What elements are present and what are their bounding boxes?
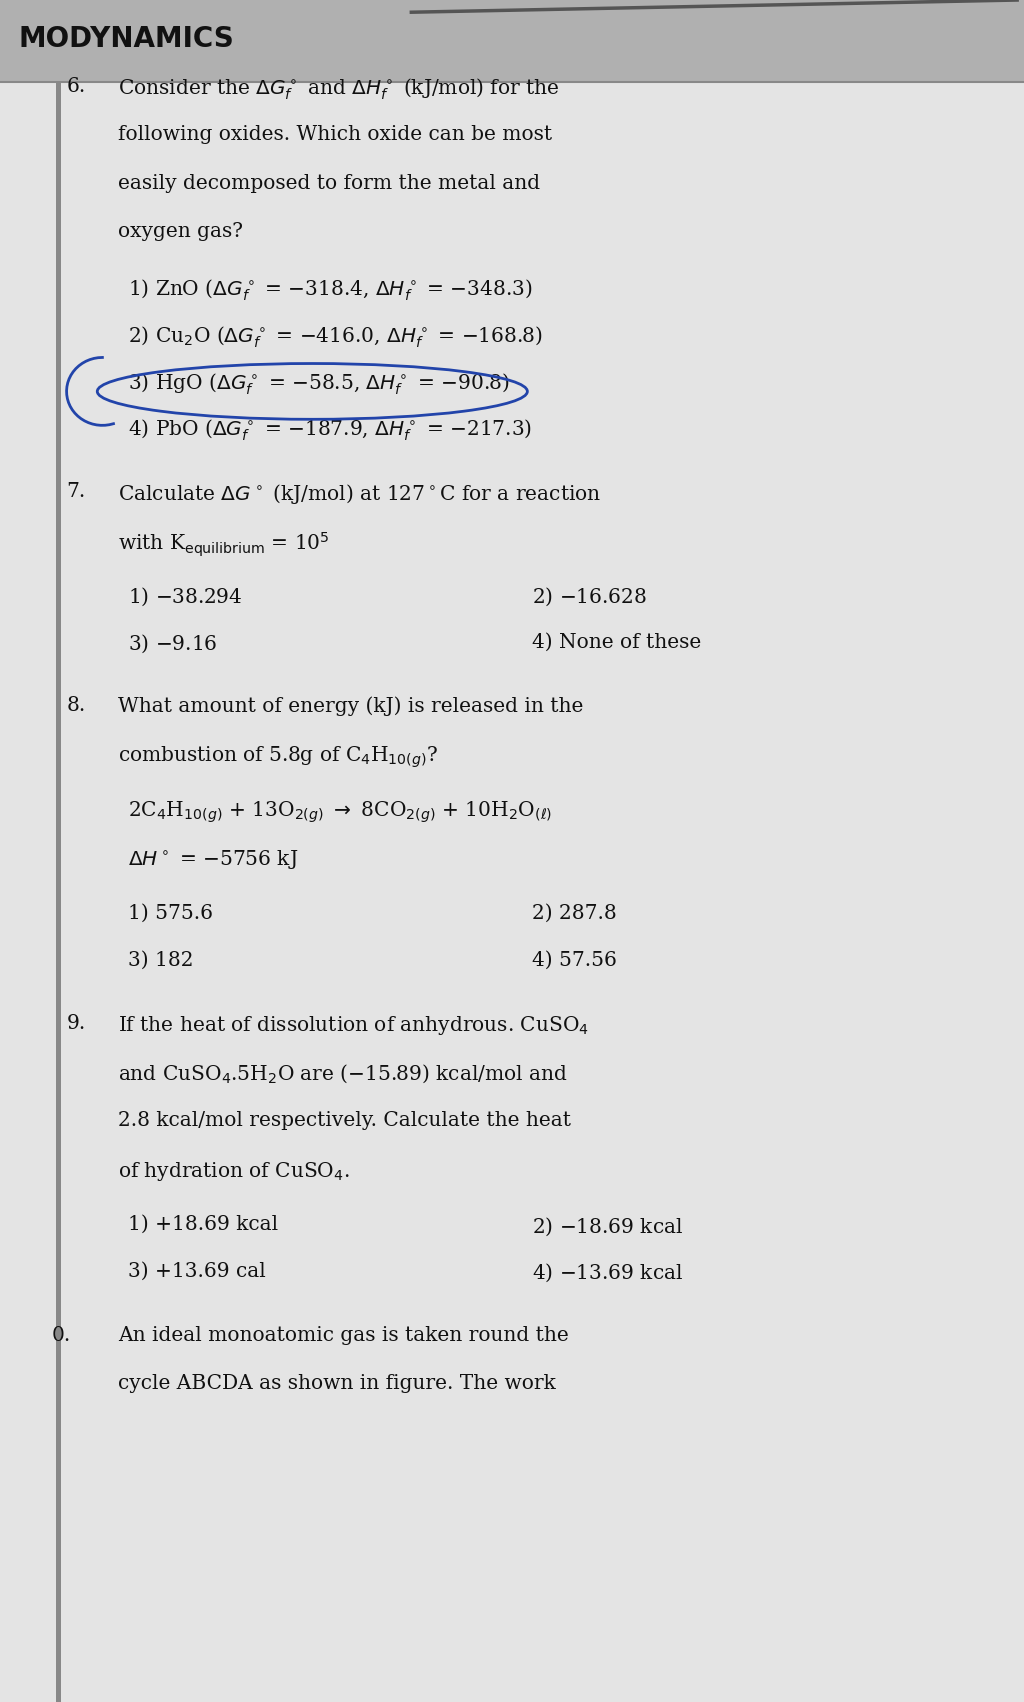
Text: 3) $-$9.16: 3) $-$9.16 <box>128 631 217 655</box>
Text: of hydration of CuSO$_4$.: of hydration of CuSO$_4$. <box>118 1159 349 1183</box>
Text: 4) 57.56: 4) 57.56 <box>532 950 617 970</box>
Text: 2) $-$16.628: 2) $-$16.628 <box>532 585 647 608</box>
Text: 1) $-$38.294: 1) $-$38.294 <box>128 585 242 608</box>
Text: 2.8 kcal/mol respectively. Calculate the heat: 2.8 kcal/mol respectively. Calculate the… <box>118 1111 570 1130</box>
Text: 2) 287.8: 2) 287.8 <box>532 904 617 922</box>
Text: 1) ZnO ($\Delta G_f^\circ$ = $-$318.4, $\Delta H_f^\circ$ = $-$348.3): 1) ZnO ($\Delta G_f^\circ$ = $-$318.4, $… <box>128 277 532 303</box>
FancyBboxPatch shape <box>0 0 1024 82</box>
Text: 0.: 0. <box>51 1326 71 1345</box>
Text: Consider the $\Delta G_f^\circ$ and $\Delta H_f^\circ$ (kJ/mol) for the: Consider the $\Delta G_f^\circ$ and $\De… <box>118 77 559 102</box>
Text: oxygen gas?: oxygen gas? <box>118 221 243 242</box>
Text: 4) PbO ($\Delta G_f^\circ$ = $-$187.9, $\Delta H_f^\circ$ = $-$217.3): 4) PbO ($\Delta G_f^\circ$ = $-$187.9, $… <box>128 417 532 443</box>
Text: with K$_{\mathrm{equilibrium}}$ = 10$^5$: with K$_{\mathrm{equilibrium}}$ = 10$^5$ <box>118 529 330 558</box>
Text: 9.: 9. <box>67 1014 86 1033</box>
Text: 8.: 8. <box>67 696 86 715</box>
Text: 1) +18.69 kcal: 1) +18.69 kcal <box>128 1215 279 1234</box>
Text: 3) +13.69 cal: 3) +13.69 cal <box>128 1261 266 1282</box>
Text: An ideal monoatomic gas is taken round the: An ideal monoatomic gas is taken round t… <box>118 1326 568 1345</box>
Text: and CuSO$_4$.5H$_2$O are ($-$15.89) kcal/mol and: and CuSO$_4$.5H$_2$O are ($-$15.89) kcal… <box>118 1062 567 1086</box>
Text: $\Delta H^\circ$ = $-$5756 kJ: $\Delta H^\circ$ = $-$5756 kJ <box>128 848 298 871</box>
FancyBboxPatch shape <box>0 82 1024 1702</box>
Text: cycle ABCDA as shown in figure. The work: cycle ABCDA as shown in figure. The work <box>118 1374 555 1394</box>
Text: 3) 182: 3) 182 <box>128 950 194 970</box>
Text: following oxides. Which oxide can be most: following oxides. Which oxide can be mos… <box>118 126 552 145</box>
Text: 6.: 6. <box>67 77 86 95</box>
FancyBboxPatch shape <box>56 82 61 1702</box>
Text: 2) $-$18.69 kcal: 2) $-$18.69 kcal <box>532 1215 684 1237</box>
Text: 4) $-$13.69 kcal: 4) $-$13.69 kcal <box>532 1261 684 1285</box>
Text: Calculate $\Delta G^\circ$ (kJ/mol) at 127$^\circ$C for a reaction: Calculate $\Delta G^\circ$ (kJ/mol) at 1… <box>118 482 601 505</box>
Text: MODYNAMICS: MODYNAMICS <box>18 26 234 53</box>
Text: 3) HgO ($\Delta G_f^\circ$ = $-$58.5, $\Delta H_f^\circ$ = $-$90.8): 3) HgO ($\Delta G_f^\circ$ = $-$58.5, $\… <box>128 371 510 397</box>
Text: What amount of energy (kJ) is released in the: What amount of energy (kJ) is released i… <box>118 696 583 717</box>
Text: 2) Cu$_2$O ($\Delta G_f^\circ$ = $-$416.0, $\Delta H_f^\circ$ = $-$168.8): 2) Cu$_2$O ($\Delta G_f^\circ$ = $-$416.… <box>128 323 543 349</box>
Text: 7.: 7. <box>67 482 86 500</box>
Text: 2C$_4$H$_{10(g)}$ + 13O$_{2(g)}$ $\rightarrow$ 8CO$_{2(g)}$ + 10H$_2$O$_{(\ell)}: 2C$_4$H$_{10(g)}$ + 13O$_{2(g)}$ $\right… <box>128 800 552 825</box>
Text: If the heat of dissolution of anhydrous. CuSO$_4$: If the heat of dissolution of anhydrous.… <box>118 1014 589 1038</box>
Text: combustion of 5.8g of C$_4$H$_{10(g)}$?: combustion of 5.8g of C$_4$H$_{10(g)}$? <box>118 744 438 769</box>
Text: 4) None of these: 4) None of these <box>532 631 701 652</box>
Text: easily decomposed to form the metal and: easily decomposed to form the metal and <box>118 174 540 192</box>
Text: 1) 575.6: 1) 575.6 <box>128 904 213 922</box>
